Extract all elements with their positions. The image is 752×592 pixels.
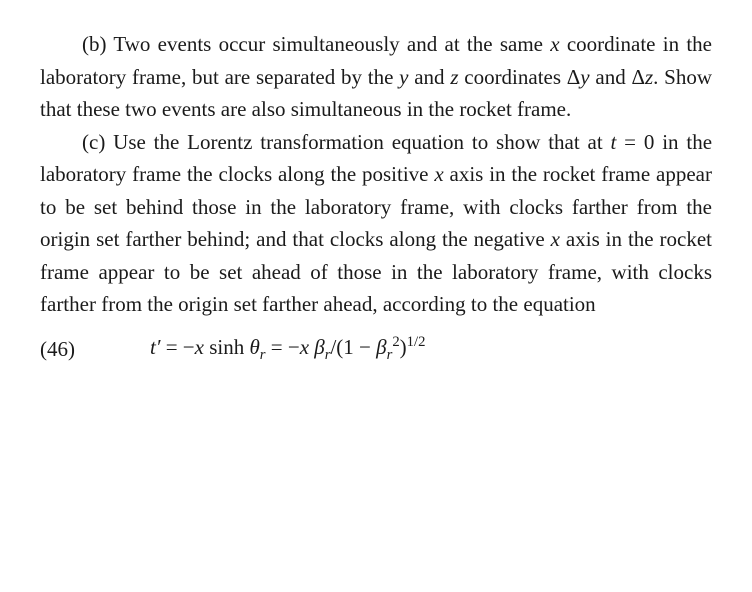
text: and Δ [590, 65, 645, 89]
text: Two events occur simultaneously and at t… [113, 32, 550, 56]
text: coordinates Δ [459, 65, 581, 89]
text: and [408, 65, 450, 89]
eq-zero: = 0 [616, 130, 654, 154]
var-x: x [551, 227, 560, 251]
text: Use the Lorentz transformation equation … [113, 130, 610, 154]
equation-body: t′ = −x sinh θr = −x βr/(1 − βr2)1/2 [120, 331, 712, 367]
var-z: z [450, 65, 458, 89]
equation-row: (46) t′ = −x sinh θr = −x βr/(1 − βr2)1/… [40, 331, 712, 367]
equation-number: (46) [40, 333, 120, 366]
paragraph-c: (c) Use the Lorentz transformation equat… [40, 126, 712, 321]
var-dy: y [580, 65, 589, 89]
label-b: (b) [82, 32, 107, 56]
eq-beta: β [376, 335, 386, 359]
eq-exp: 1/2 [407, 334, 426, 350]
eq-theta: θ [249, 335, 259, 359]
eq-op: = − [266, 335, 300, 359]
eq-x: x [300, 335, 309, 359]
eq-beta: β [309, 335, 325, 359]
eq-op: = − [160, 335, 194, 359]
eq-beta-sup: 2 [392, 334, 399, 350]
var-x: x [550, 32, 559, 56]
eq-close: ) [400, 335, 407, 359]
var-x: x [434, 162, 443, 186]
eq-sinh: sinh [204, 335, 250, 359]
label-c: (c) [82, 130, 105, 154]
eq-slash: /(1 − [330, 335, 376, 359]
eq-lhs: t′ [150, 335, 160, 359]
paragraph-b: (b) Two events occur simultaneously and … [40, 28, 712, 126]
eq-x: x [195, 335, 204, 359]
var-dz: z [645, 65, 653, 89]
